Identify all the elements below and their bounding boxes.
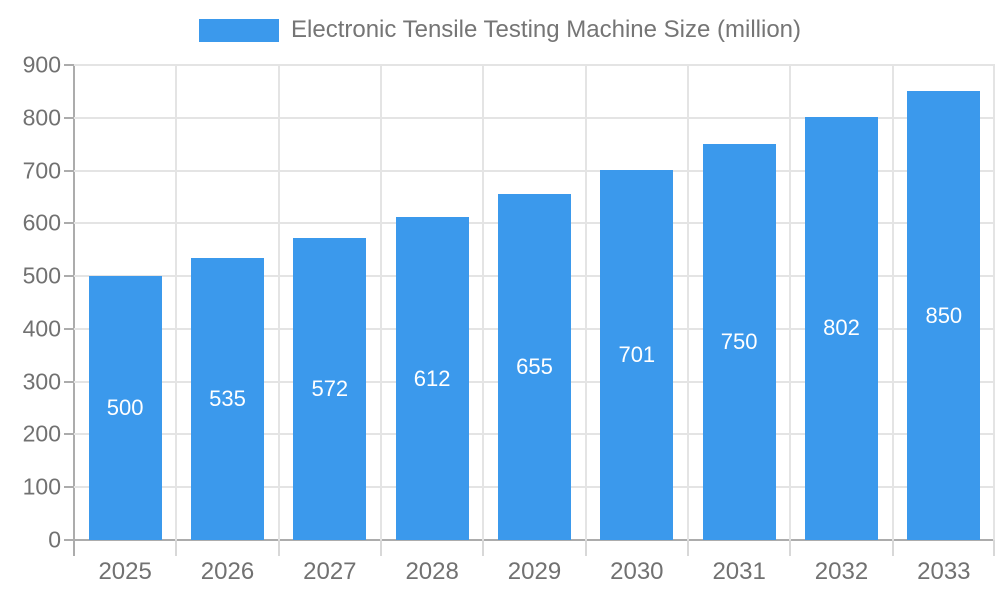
- x-axis-tick-1: [175, 540, 178, 556]
- bar-2028[interactable]: 612: [395, 217, 469, 540]
- y-axis-label-500: 500: [22, 262, 61, 289]
- y-axis-label-900: 900: [22, 51, 61, 78]
- gridline-horizontal-700: [74, 169, 995, 172]
- legend-item[interactable]: Electronic Tensile Testing Machine Size …: [199, 18, 801, 42]
- y-axis-tick-400: [64, 327, 74, 330]
- gridline-vertical-7: [789, 65, 792, 540]
- y-axis-tick-0: [64, 539, 74, 541]
- bar-2030[interactable]: 701: [600, 170, 674, 540]
- x-axis-label-2033: 2033: [917, 558, 971, 585]
- x-axis-label-2031: 2031: [712, 558, 766, 585]
- y-axis-tick-300: [64, 380, 74, 383]
- y-axis-tick-200: [64, 433, 74, 436]
- x-axis-label-2030: 2030: [610, 558, 664, 585]
- bar-value-label-2033: 850: [925, 302, 963, 328]
- y-axis-label-200: 200: [22, 420, 61, 447]
- bar-value-label-2025: 500: [106, 395, 144, 421]
- y-axis-tick-100: [64, 486, 74, 489]
- bar-value-label-2026: 535: [209, 385, 246, 411]
- x-axis-label-2025: 2025: [98, 558, 152, 585]
- bar-2026[interactable]: 535: [190, 257, 265, 540]
- gridline-vertical-5: [584, 65, 587, 540]
- y-axis-tick-600: [64, 222, 74, 225]
- gridline-horizontal-800: [74, 116, 995, 119]
- x-axis-label-2027: 2027: [303, 558, 357, 585]
- x-axis-line: [64, 539, 995, 541]
- y-axis-label-600: 600: [22, 209, 61, 236]
- bar-value-label-2028: 612: [413, 365, 451, 391]
- y-axis-line: [73, 65, 75, 556]
- y-axis-label-300: 300: [22, 368, 61, 395]
- gridline-vertical-8: [891, 65, 894, 540]
- bar-2032[interactable]: 802: [804, 116, 879, 540]
- x-axis-label-2028: 2028: [405, 558, 459, 585]
- x-axis-tick-2: [277, 540, 280, 556]
- gridline-vertical-6: [687, 65, 689, 540]
- y-axis-tick-800: [64, 116, 74, 119]
- y-axis-tick-700: [64, 169, 74, 172]
- gridline-vertical-1: [175, 65, 178, 540]
- bar-2033[interactable]: 850: [907, 91, 981, 540]
- gridline-vertical-2: [277, 65, 280, 540]
- x-axis-tick-8: [891, 540, 894, 556]
- bar-2027[interactable]: 572: [293, 238, 367, 540]
- y-axis-label-100: 100: [22, 473, 61, 500]
- x-axis-tick-3: [380, 540, 382, 556]
- x-axis-tick-5: [584, 540, 587, 556]
- bar-value-label-2027: 572: [311, 376, 349, 402]
- y-axis-label-800: 800: [22, 104, 61, 131]
- y-axis-label-700: 700: [22, 157, 61, 184]
- x-axis-tick-7: [789, 540, 792, 556]
- gridline-vertical-9: [993, 65, 995, 540]
- x-axis-tick-4: [482, 540, 485, 556]
- bar-2025[interactable]: 500: [88, 276, 162, 540]
- bar-value-label-2029: 655: [516, 354, 553, 380]
- x-axis-tick-9: [993, 540, 995, 556]
- gridline-horizontal-900: [74, 64, 995, 66]
- plot-area: 0 100 200 300 400 500 600 700 800 900 500 2025 535 20…: [23, 53, 995, 584]
- x-axis-label-2029: 2029: [507, 558, 562, 585]
- bar-value-label-2031: 750: [720, 329, 758, 355]
- bar-2031[interactable]: 750: [702, 144, 776, 540]
- y-axis-tick-900: [64, 64, 74, 66]
- bar-value-label-2032: 802: [823, 315, 860, 341]
- bar-2029[interactable]: 655: [497, 194, 572, 540]
- x-axis-tick-6: [687, 540, 689, 556]
- bar-value-label-2030: 701: [618, 342, 656, 368]
- gridline-vertical-3: [380, 65, 382, 540]
- gridline-vertical-4: [482, 65, 485, 540]
- x-axis-label-2032: 2032: [814, 558, 869, 585]
- y-axis-tick-500: [64, 275, 74, 278]
- legend-label: Electronic Tensile Testing Machine Size …: [291, 16, 801, 43]
- legend-swatch: [199, 18, 279, 42]
- y-axis-label-400: 400: [22, 315, 61, 342]
- x-axis-label-2026: 2026: [200, 558, 255, 585]
- y-axis-label-0: 0: [48, 526, 61, 553]
